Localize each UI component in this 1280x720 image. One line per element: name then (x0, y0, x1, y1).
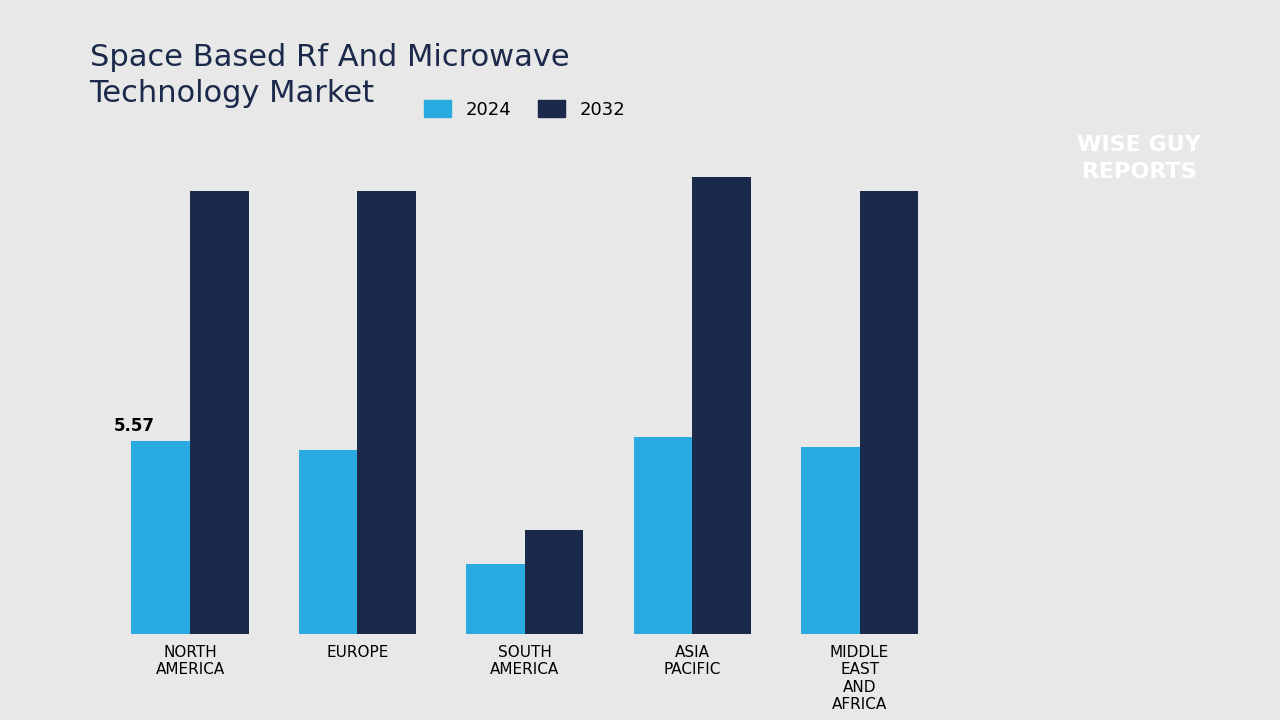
Bar (860, 192, 918, 634)
Bar (189, 192, 248, 634)
Bar (692, 177, 751, 634)
Bar (466, 564, 525, 634)
Bar (132, 441, 189, 634)
Bar (357, 192, 416, 634)
Bar (634, 436, 692, 634)
Text: WISE GUY
REPORTS: WISE GUY REPORTS (1078, 135, 1201, 181)
Bar (801, 447, 860, 634)
Text: 5.57: 5.57 (114, 417, 155, 435)
Bar (525, 530, 584, 634)
Text: Space Based Rf And Microwave
Technology Market: Space Based Rf And Microwave Technology … (90, 43, 570, 108)
Legend: 2024, 2032: 2024, 2032 (417, 93, 632, 126)
Bar (298, 451, 357, 634)
